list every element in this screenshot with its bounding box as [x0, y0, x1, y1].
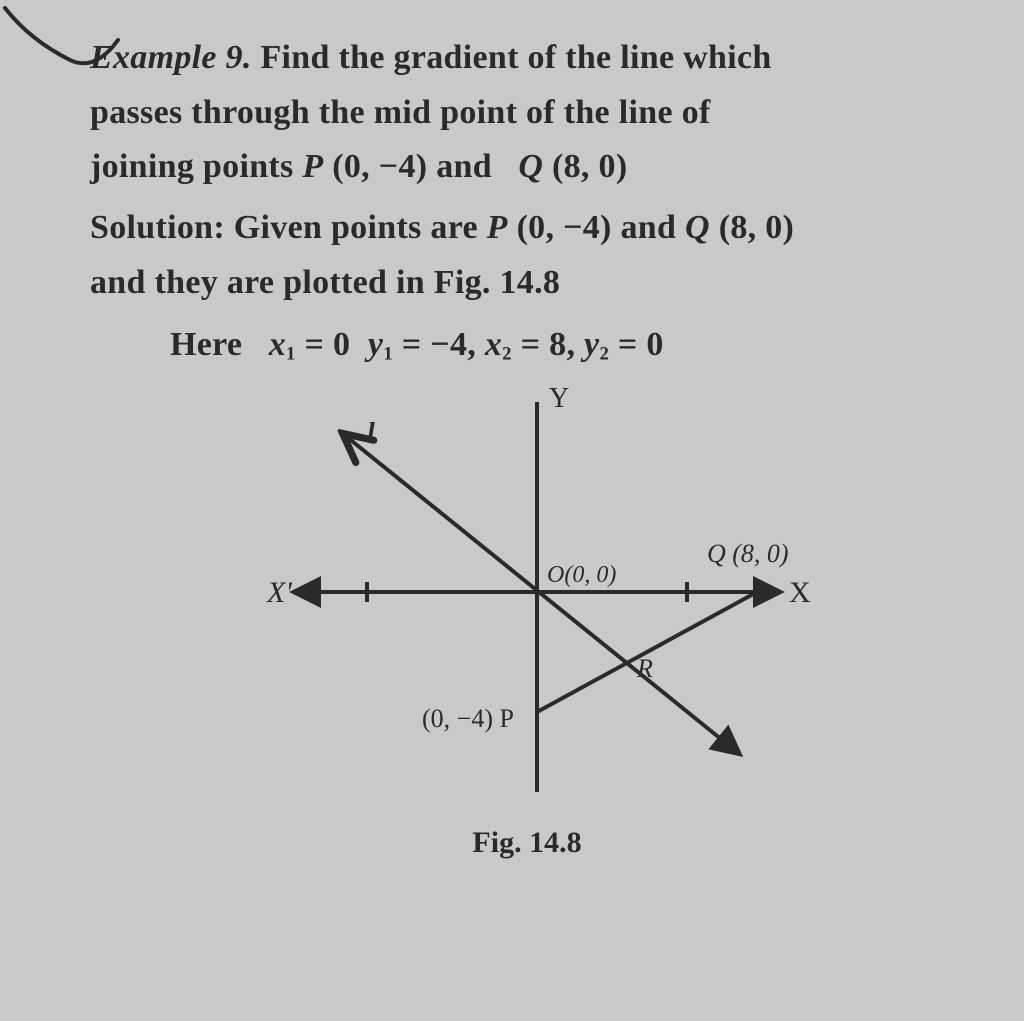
point-P-label: P: [302, 148, 323, 185]
x1-val: 0: [333, 326, 350, 363]
label-X-neg: X': [266, 576, 292, 609]
eq4: =: [618, 326, 646, 363]
x2-var: x: [485, 326, 502, 363]
prompt-text-3a: joining points: [90, 148, 302, 185]
y2-var: y: [584, 326, 599, 363]
y2-sub: 2: [599, 344, 609, 365]
example-line-3: joining points P (0, −4) and Q (8, 0): [90, 141, 1004, 194]
point-Q-coords: (8, 0): [552, 148, 627, 185]
label-X: X: [789, 576, 811, 609]
x2-sub: 2: [502, 344, 512, 365]
coordinate-plane-svg: Y X X' l O(0, 0) Q (8, 0) R (0, −4) P: [217, 382, 837, 822]
y1-sub: 1: [383, 344, 393, 365]
label-origin: O(0, 0): [547, 562, 616, 588]
sol-Q-val: (8, 0): [719, 209, 794, 246]
y1-var: y: [368, 326, 383, 363]
page-curve-decoration: [0, 0, 140, 80]
y2-val: 0: [646, 326, 663, 363]
and-text-2: and: [621, 209, 686, 246]
prompt-text-1: Find the gradient of the line which: [260, 39, 771, 76]
point-P-coords: (0, −4): [332, 148, 427, 185]
here-label: Here: [170, 326, 251, 363]
line-l: [347, 437, 737, 752]
sol-Q-label: Q: [685, 209, 710, 246]
solution-text-1a: Given points are: [234, 209, 487, 246]
figure-14-8: Y X X' l O(0, 0) Q (8, 0) R (0, −4) P Fi…: [187, 382, 867, 860]
line-pq: [537, 592, 757, 712]
eq1: =: [305, 326, 333, 363]
figure-caption: Fig. 14.8: [472, 826, 581, 860]
label-Y: Y: [549, 383, 569, 414]
example-line-2: passes through the mid point of the line…: [90, 87, 1004, 140]
solution-line-2: and they are plotted in Fig. 14.8: [90, 257, 1004, 310]
x1-var: x: [269, 326, 286, 363]
label-Q: Q (8, 0): [707, 539, 789, 568]
eq3: =: [521, 326, 549, 363]
and-text-1: and: [436, 148, 501, 185]
point-Q-label: Q: [518, 148, 543, 185]
sol-P-val: (0, −4): [517, 209, 612, 246]
eq2: =: [402, 326, 430, 363]
x1-sub: 1: [286, 344, 296, 365]
solution-line-1: Solution: Given points are P (0, −4) and…: [90, 202, 1004, 255]
example-line-1: Example 9. Find the gradient of the line…: [90, 32, 1004, 85]
label-R: R: [636, 654, 653, 683]
here-line: Here x1 = 0 y1 = −4, x2 = 8, y2 = 0: [90, 319, 1004, 372]
x2-val: 8: [549, 326, 566, 363]
solution-label: Solution:: [90, 209, 225, 246]
label-l: l: [367, 418, 375, 449]
y1-val: −4: [430, 326, 467, 363]
sol-P-label: P: [487, 209, 508, 246]
label-P: (0, −4) P: [422, 704, 514, 733]
